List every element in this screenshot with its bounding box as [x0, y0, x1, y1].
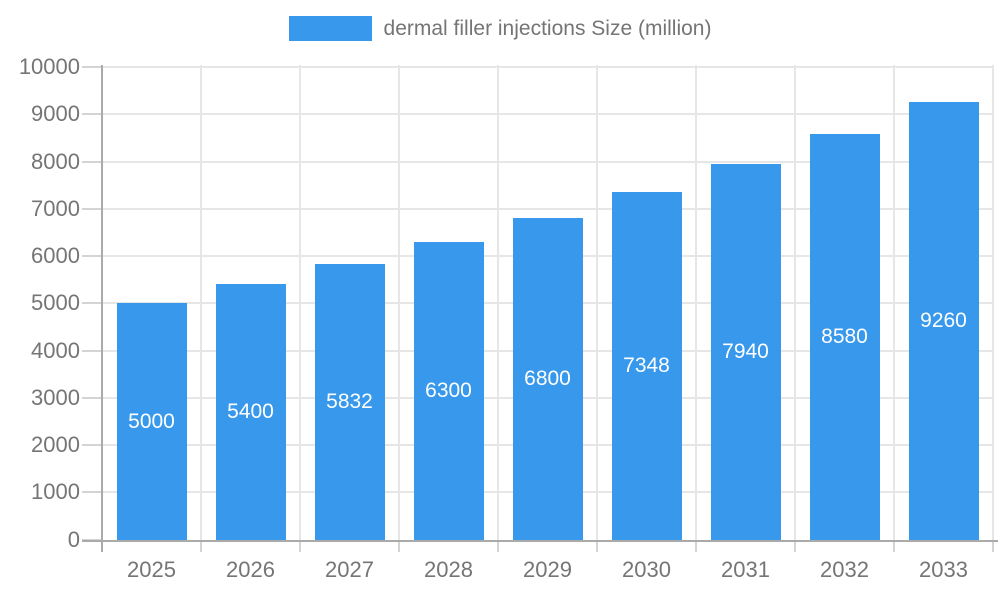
y-axis-line — [101, 65, 103, 552]
y-axis-tick-label: 0 — [67, 526, 80, 552]
h-gridline — [102, 207, 993, 210]
h-gridline — [102, 66, 993, 68]
y-axis-tick-label: 10000 — [18, 54, 80, 79]
bar-value-label: 6300 — [425, 378, 472, 402]
x-tick-mark — [695, 540, 697, 552]
x-axis-tick-label: 2028 — [424, 557, 473, 582]
legend-label: dermal filler injections Size (million) — [383, 16, 712, 40]
x-tick-mark — [299, 540, 301, 552]
bar[interactable] — [512, 218, 583, 540]
y-axis-tick-label: 2000 — [31, 432, 80, 457]
bar-value-label: 5832 — [326, 389, 373, 413]
x-axis-tick-label: 2025 — [127, 557, 176, 582]
h-gridline — [102, 160, 993, 163]
y-tick-mark — [82, 349, 102, 352]
y-tick-mark — [82, 160, 102, 163]
v-gridline — [695, 65, 697, 541]
x-axis-tick-label: 2030 — [622, 557, 671, 582]
x-axis-tick-label: 2032 — [820, 557, 869, 582]
bar-value-label: 6800 — [524, 367, 571, 391]
x-axis-tick-label: 2027 — [325, 557, 374, 582]
y-axis-tick-label: 8000 — [31, 148, 80, 174]
bar[interactable] — [314, 263, 385, 540]
bar[interactable] — [116, 303, 187, 540]
x-tick-mark — [596, 540, 598, 552]
v-gridline — [596, 65, 598, 541]
y-axis-tick-label: 3000 — [31, 384, 80, 410]
y-tick-mark — [82, 538, 102, 541]
y-tick-mark — [82, 302, 102, 305]
v-gridline — [794, 65, 796, 541]
bar[interactable] — [710, 164, 781, 540]
y-tick-mark — [82, 207, 102, 210]
x-axis-tick-label: 2026 — [226, 557, 275, 582]
y-axis-tick-label: 7000 — [31, 195, 80, 221]
y-tick-mark — [82, 491, 102, 494]
v-gridline — [893, 65, 895, 541]
y-tick-mark — [82, 66, 102, 68]
x-tick-mark — [398, 540, 400, 552]
chart-legend: dermal filler injections Size (million) — [0, 16, 1000, 41]
y-tick-mark — [82, 113, 102, 116]
bar-value-label: 5000 — [128, 409, 175, 433]
y-axis-tick-label: 4000 — [31, 337, 80, 363]
y-axis-tick-label: 9000 — [31, 101, 80, 127]
y-tick-mark — [82, 444, 102, 446]
y-axis-tick-label: 6000 — [31, 243, 80, 268]
y-tick-mark — [82, 255, 102, 257]
v-gridline — [299, 65, 301, 541]
x-tick-mark — [992, 540, 994, 552]
x-axis-tick-label: 2029 — [523, 557, 572, 582]
v-gridline — [992, 65, 994, 541]
y-axis-tick-label: 1000 — [31, 479, 80, 505]
y-tick-mark — [82, 396, 102, 399]
v-gridline — [200, 65, 202, 541]
bar-value-label: 7940 — [722, 340, 769, 364]
bar[interactable] — [809, 134, 880, 540]
bar-value-label: 5400 — [227, 400, 274, 424]
x-tick-mark — [497, 540, 499, 552]
bar-value-label: 8580 — [821, 325, 868, 349]
h-gridline — [102, 113, 993, 116]
x-axis-tick-label: 2031 — [721, 557, 770, 582]
bar[interactable] — [413, 241, 484, 540]
bar[interactable] — [611, 192, 682, 540]
y-axis-tick-label: 5000 — [31, 290, 80, 316]
legend-item[interactable]: dermal filler injections Size (million) — [288, 16, 712, 41]
x-tick-mark — [200, 540, 202, 552]
bar-value-label: 7348 — [623, 354, 670, 378]
x-tick-mark — [893, 540, 895, 552]
x-tick-mark — [794, 540, 796, 552]
x-axis-tick-label: 2033 — [919, 557, 968, 582]
bar[interactable] — [908, 101, 979, 540]
bar[interactable] — [215, 284, 286, 540]
v-gridline — [398, 65, 400, 541]
legend-swatch-icon — [288, 16, 372, 41]
x-axis-line — [82, 540, 998, 542]
bar-value-label: 9260 — [920, 308, 967, 332]
v-gridline — [497, 65, 499, 541]
